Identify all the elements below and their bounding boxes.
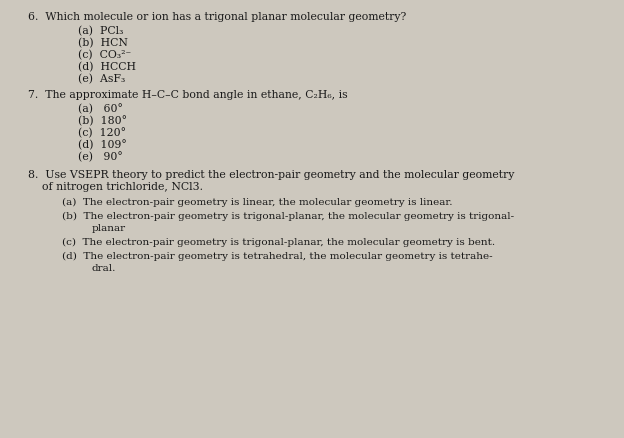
Text: (a)   60°: (a) 60° [78,104,123,115]
Text: (e)   90°: (e) 90° [78,152,123,162]
Text: planar: planar [92,224,126,233]
Text: 7.  The approximate H–C–C bond angle in ethane, C₂H₆, is: 7. The approximate H–C–C bond angle in e… [28,90,348,100]
Text: (d)  The electron-pair geometry is tetrahedral, the molecular geometry is tetrah: (d) The electron-pair geometry is tetrah… [62,252,492,261]
Text: (a)  PCl₃: (a) PCl₃ [78,26,124,36]
Text: (c)  The electron-pair geometry is trigonal-planar, the molecular geometry is be: (c) The electron-pair geometry is trigon… [62,238,495,247]
Text: dral.: dral. [92,264,116,273]
Text: (d)  109°: (d) 109° [78,140,127,151]
Text: of nitrogen trichloride, NCl3.: of nitrogen trichloride, NCl3. [42,182,203,192]
Text: (b)  HCN: (b) HCN [78,38,128,48]
Text: (a)  The electron-pair geometry is linear, the molecular geometry is linear.: (a) The electron-pair geometry is linear… [62,198,452,207]
Text: (b)  The electron-pair geometry is trigonal-planar, the molecular geometry is tr: (b) The electron-pair geometry is trigon… [62,212,514,221]
Text: (c)  120°: (c) 120° [78,128,126,138]
Text: (d)  HCCH: (d) HCCH [78,62,136,72]
Text: (c)  CO₃²⁻: (c) CO₃²⁻ [78,50,131,60]
Text: 6.  Which molecule or ion has a trigonal planar molecular geometry?: 6. Which molecule or ion has a trigonal … [28,12,406,22]
Text: (e)  AsF₃: (e) AsF₃ [78,74,125,84]
Text: 8.  Use VSEPR theory to predict the electron-pair geometry and the molecular geo: 8. Use VSEPR theory to predict the elect… [28,170,514,180]
Text: (b)  180°: (b) 180° [78,116,127,127]
